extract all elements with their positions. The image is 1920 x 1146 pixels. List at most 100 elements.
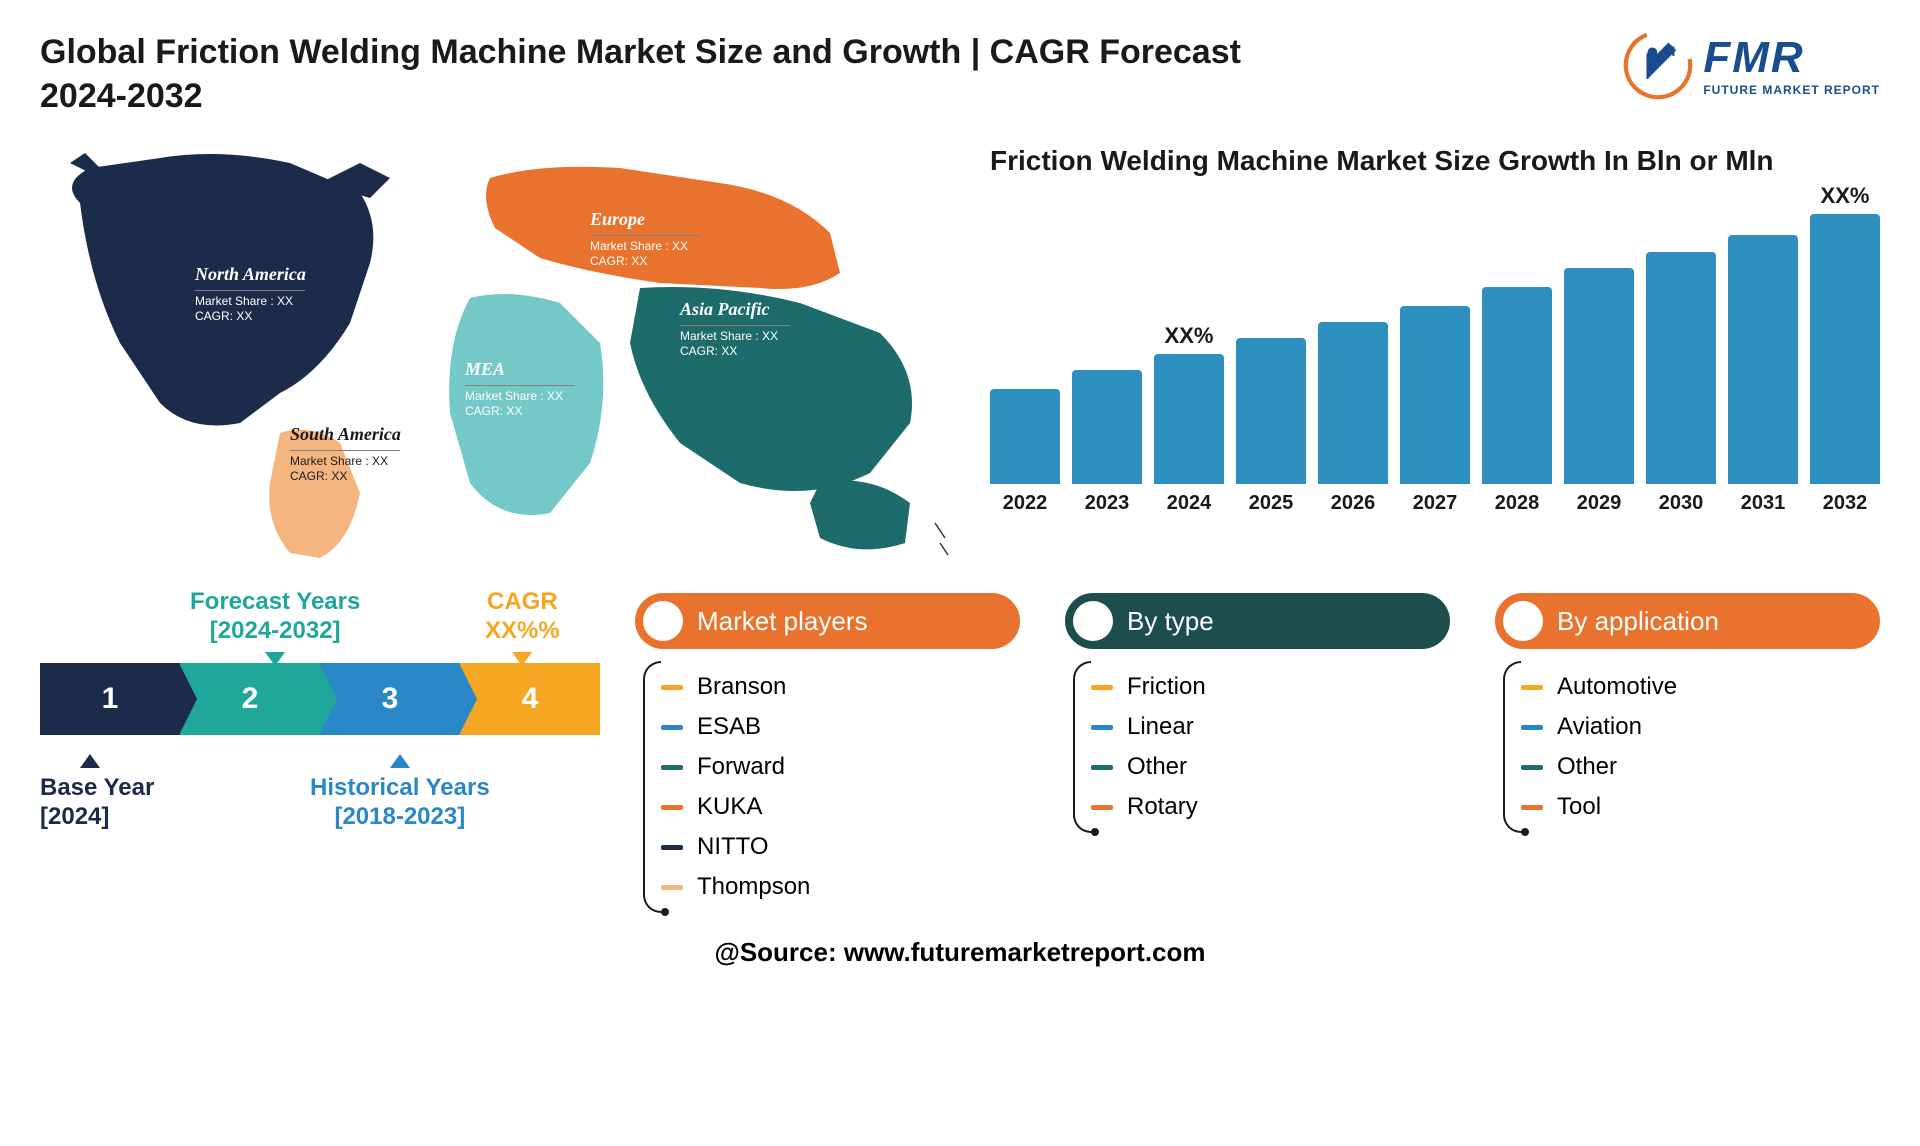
bar-year-label: 2031	[1741, 492, 1786, 515]
bar	[1564, 268, 1634, 484]
map-region-label: North AmericaMarket Share : XXCAGR: XX	[195, 263, 306, 325]
bullet-icon	[1091, 765, 1113, 770]
bar-year-label: 2029	[1577, 492, 1622, 515]
cagr-value: XX%%	[485, 617, 560, 646]
world-map: North AmericaMarket Share : XXCAGR: XX So…	[40, 143, 960, 563]
bar-column: 2029	[1564, 268, 1634, 515]
bar-year-label: 2032	[1823, 492, 1868, 515]
bar-column: 2026	[1318, 322, 1388, 515]
map-region-label: Asia PacificMarket Share : XXCAGR: XX	[680, 298, 790, 360]
timeline-segment: 2	[180, 663, 320, 735]
category-list: Automotive Aviation Other Tool	[1495, 667, 1880, 827]
bar-column: XX%2024	[1154, 354, 1224, 515]
bar-year-label: 2026	[1331, 492, 1376, 515]
chart-title: Friction Welding Machine Market Size Gro…	[990, 143, 1880, 179]
category-item: Forward	[661, 747, 1020, 787]
map-region-label: South AmericaMarket Share : XXCAGR: XX	[290, 423, 401, 485]
timeline-segment: 3	[320, 663, 460, 735]
category-column: Market players Branson ESAB Forward KUKA NIT…	[635, 593, 1020, 907]
bar	[1154, 354, 1224, 484]
bar	[990, 389, 1060, 484]
bar	[1810, 214, 1880, 484]
bar-year-label: 2022	[1003, 492, 1048, 515]
category-item-label: KUKA	[697, 793, 762, 821]
category-item-label: Linear	[1127, 713, 1194, 741]
category-item-label: Forward	[697, 753, 785, 781]
category-item-label: Other	[1127, 753, 1187, 781]
bullet-icon	[661, 685, 683, 690]
bullet-icon	[661, 885, 683, 890]
bar-chart-section: Friction Welding Machine Market Size Gro…	[990, 143, 1880, 563]
bar-year-label: 2028	[1495, 492, 1540, 515]
category-item-label: Automotive	[1557, 673, 1677, 701]
source-attribution: @Source: www.futuremarketreport.com	[40, 937, 1880, 968]
timeline-segment: 4	[460, 663, 600, 735]
bar	[1728, 235, 1798, 483]
map-region-label: MEAMarket Share : XXCAGR: XX	[465, 358, 575, 420]
bullet-icon	[661, 765, 683, 770]
page-title: Global Friction Welding Machine Market S…	[40, 30, 1241, 118]
category-title: By type	[1127, 606, 1214, 637]
category-item: Branson	[661, 667, 1020, 707]
category-item: Tool	[1521, 787, 1880, 827]
bullet-icon	[1091, 725, 1113, 730]
title-line-2: 2024-2032	[40, 77, 203, 115]
bar	[1318, 322, 1388, 484]
bullet-icon	[661, 845, 683, 850]
category-item-label: Tool	[1557, 793, 1601, 821]
timeline-bar: 1234	[40, 663, 600, 735]
forecast-label: Forecast Years	[190, 588, 360, 617]
bar-year-label: 2025	[1249, 492, 1294, 515]
map-region-label: EuropeMarket Share : XXCAGR: XX	[590, 208, 700, 270]
category-item-label: Aviation	[1557, 713, 1642, 741]
category-pill: Market players	[635, 593, 1020, 649]
category-item-label: Thompson	[697, 873, 810, 901]
title-line-1: Global Friction Welding Machine Market S…	[40, 33, 1241, 71]
category-pill: By type	[1065, 593, 1450, 649]
bullet-icon	[1091, 805, 1113, 810]
base-label: Base Year	[40, 774, 154, 803]
bar-chart: 2022 2023 XX%2024 2025 2026 2027 2028 2029 2030 2…	[990, 195, 1880, 515]
bar-column: 2023	[1072, 370, 1142, 514]
historical-label: Historical Years	[310, 774, 490, 803]
category-item: Friction	[1091, 667, 1450, 707]
category-item: Other	[1091, 747, 1450, 787]
pill-dot-icon	[1503, 601, 1543, 641]
category-item: Other	[1521, 747, 1880, 787]
category-column: By application Automotive Aviation Other To…	[1495, 593, 1880, 907]
bar	[1646, 252, 1716, 484]
category-item: Aviation	[1521, 707, 1880, 747]
forecast-range: [2024-2032]	[190, 617, 360, 646]
bullet-icon	[1521, 725, 1543, 730]
category-item-label: Branson	[697, 673, 786, 701]
bar-column: 2022	[990, 389, 1060, 515]
category-list: Friction Linear Other Rotary	[1065, 667, 1450, 827]
bar-column: 2030	[1646, 252, 1716, 515]
category-item: NITTO	[661, 827, 1020, 867]
category-item-label: NITTO	[697, 833, 769, 861]
fmr-logo: FMR FUTURE MARKET REPORT	[1623, 30, 1880, 100]
category-pill: By application	[1495, 593, 1880, 649]
category-list: Branson ESAB Forward KUKA NITTO Thompson	[635, 667, 1020, 907]
bullet-icon	[1521, 685, 1543, 690]
categories-section: Market players Branson ESAB Forward KUKA NIT…	[635, 593, 1880, 907]
category-item: Linear	[1091, 707, 1450, 747]
category-item-label: Friction	[1127, 673, 1206, 701]
header: Global Friction Welding Machine Market S…	[40, 30, 1880, 118]
logo-icon	[1623, 30, 1693, 100]
bar-column: 2025	[1236, 338, 1306, 515]
base-range: [2024]	[40, 803, 154, 832]
category-item: KUKA	[661, 787, 1020, 827]
bar-year-label: 2027	[1413, 492, 1458, 515]
bar-year-label: 2024	[1167, 492, 1212, 515]
bullet-icon	[661, 725, 683, 730]
timeline-section: Forecast Years [2024-2032] CAGR XX%% 123…	[40, 593, 600, 735]
bullet-icon	[1091, 685, 1113, 690]
category-item-label: Rotary	[1127, 793, 1198, 821]
logo-main-text: FMR	[1703, 33, 1880, 83]
bar	[1400, 306, 1470, 484]
bullet-icon	[661, 805, 683, 810]
category-item: ESAB	[661, 707, 1020, 747]
category-item: Thompson	[661, 867, 1020, 907]
bar-year-label: 2023	[1085, 492, 1130, 515]
